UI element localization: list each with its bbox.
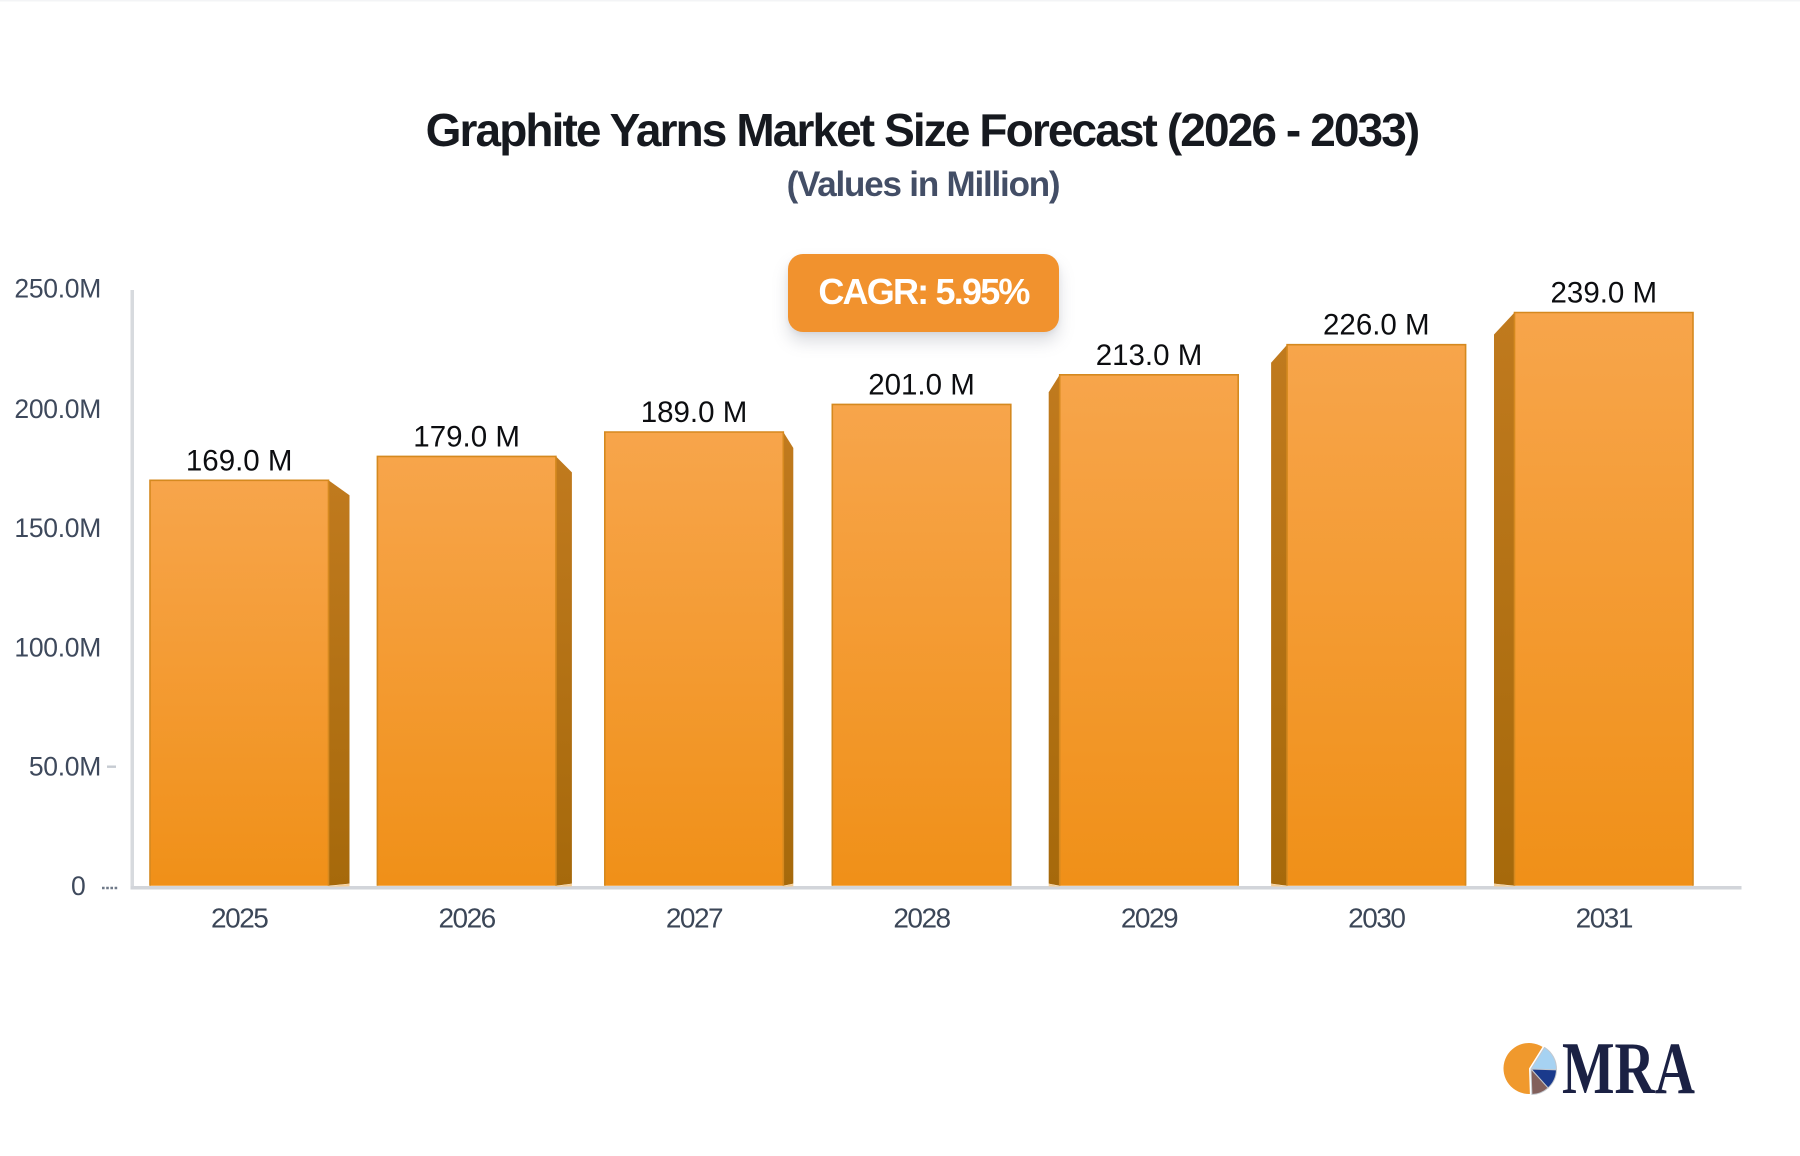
svg-text:179.0 M: 179.0 M — [413, 420, 520, 453]
svg-text:2029: 2029 — [1121, 903, 1178, 934]
svg-text:239.0 M: 239.0 M — [1551, 277, 1658, 310]
svg-text:201.0 M: 201.0 M — [868, 368, 975, 401]
svg-text:2030: 2030 — [1348, 903, 1405, 934]
svg-text:0: 0 — [71, 871, 85, 901]
svg-text:2031: 2031 — [1576, 903, 1633, 934]
svg-text:226.0 M: 226.0 M — [1323, 309, 1430, 342]
svg-text:250.0M: 250.0M — [14, 273, 101, 303]
svg-text:2026: 2026 — [438, 903, 495, 934]
svg-text:MRA: MRA — [1562, 1028, 1695, 1110]
svg-text:2025: 2025 — [211, 903, 268, 934]
svg-text:189.0 M: 189.0 M — [641, 396, 748, 429]
svg-text:200.0M: 200.0M — [14, 394, 101, 424]
svg-text:100.0M: 100.0M — [14, 632, 101, 662]
svg-text:213.0 M: 213.0 M — [1096, 339, 1203, 372]
svg-text:2028: 2028 — [893, 903, 950, 934]
svg-text:150.0M: 150.0M — [14, 513, 101, 543]
svg-text:50.0M: 50.0M — [29, 751, 101, 781]
svg-text:169.0 M: 169.0 M — [186, 444, 293, 477]
svg-text:2027: 2027 — [666, 903, 723, 934]
